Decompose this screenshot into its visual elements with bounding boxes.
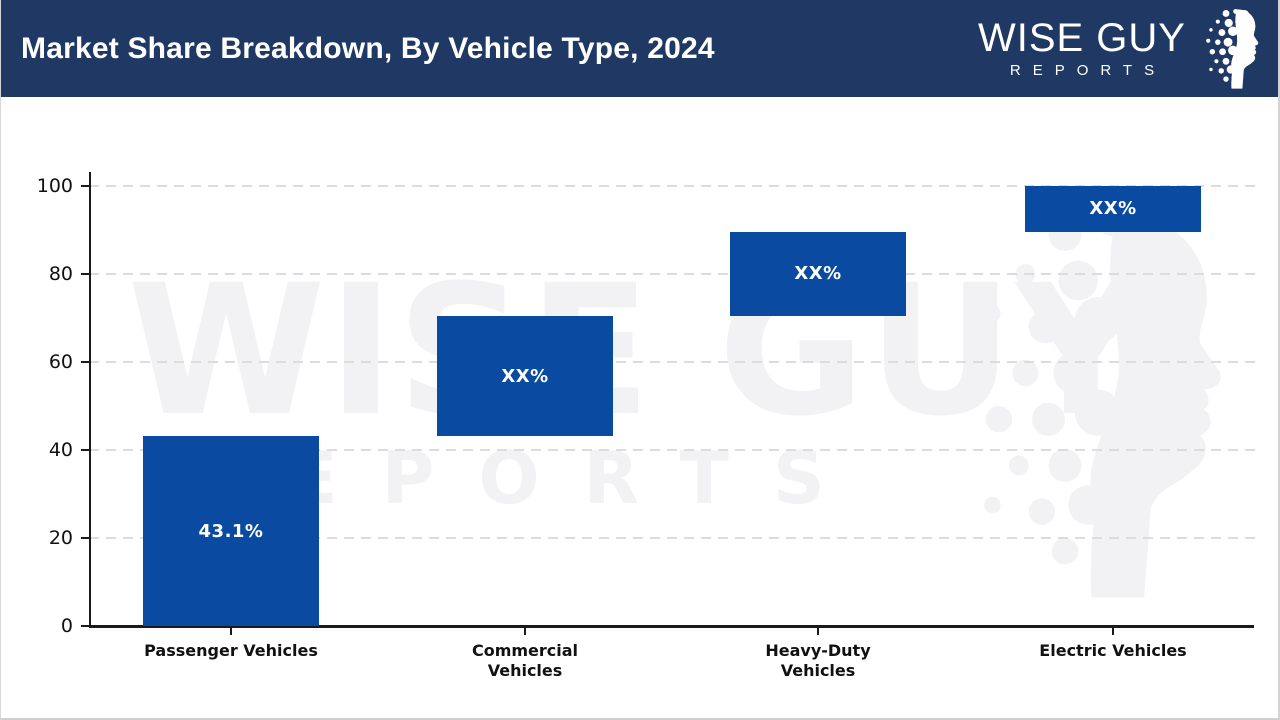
y-tick-label: 60	[48, 351, 73, 373]
y-tick-label: 40	[48, 439, 73, 461]
x-tick-label: Commercial Vehicles	[471, 641, 579, 680]
y-tick-mark	[81, 273, 89, 275]
gridline-20	[89, 537, 1259, 539]
gridline-80	[89, 273, 1259, 275]
y-tick-label: 0	[60, 615, 73, 637]
y-tick-label: 80	[48, 263, 73, 285]
x-tick-mark	[1112, 627, 1114, 635]
gridline-60	[89, 361, 1259, 363]
y-tick-mark	[81, 361, 89, 363]
bar-4: XX%	[1025, 186, 1201, 232]
bar-value-label: XX%	[1089, 198, 1137, 220]
bar-1: 43.1%	[143, 436, 319, 626]
x-tick-label: Electric Vehicles	[1039, 641, 1187, 660]
x-tick-label: Passenger Vehicles	[144, 641, 318, 660]
bar-3: XX%	[730, 231, 906, 316]
y-tick-mark	[81, 537, 89, 539]
x-tick-mark	[524, 627, 526, 635]
logo-text: WISE GUY REPORTS	[978, 18, 1186, 79]
y-tick-label: 100	[36, 175, 73, 197]
page-title: Market Share Breakdown, By Vehicle Type,…	[21, 31, 715, 65]
gridline-40	[89, 449, 1259, 451]
bar-value-label: XX%	[501, 365, 549, 387]
x-tick-label: Heavy-Duty Vehicles	[765, 641, 871, 680]
dotted-head-icon	[1206, 8, 1259, 89]
x-tick-mark	[817, 627, 819, 635]
bar-value-label: 43.1%	[198, 520, 264, 542]
x-tick-mark	[230, 627, 232, 635]
logo-wordmark: WISE GUY	[977, 16, 1186, 60]
y-tick-mark	[81, 449, 89, 451]
x-axis-spine	[89, 625, 1254, 628]
y-tick-mark	[81, 185, 89, 187]
y-tick-mark	[81, 625, 89, 627]
wise-guy-reports-logo: WISE GUY REPORTS	[978, 0, 1264, 97]
header-band: Market Share Breakdown, By Vehicle Type,…	[1, 0, 1278, 97]
logo-subtitle: REPORTS	[1009, 62, 1167, 79]
bar-2: XX%	[437, 315, 613, 437]
bar-value-label: XX%	[794, 263, 842, 285]
y-axis-spine	[89, 172, 91, 628]
gridline-100	[89, 185, 1259, 187]
y-tick-label: 20	[48, 527, 73, 549]
